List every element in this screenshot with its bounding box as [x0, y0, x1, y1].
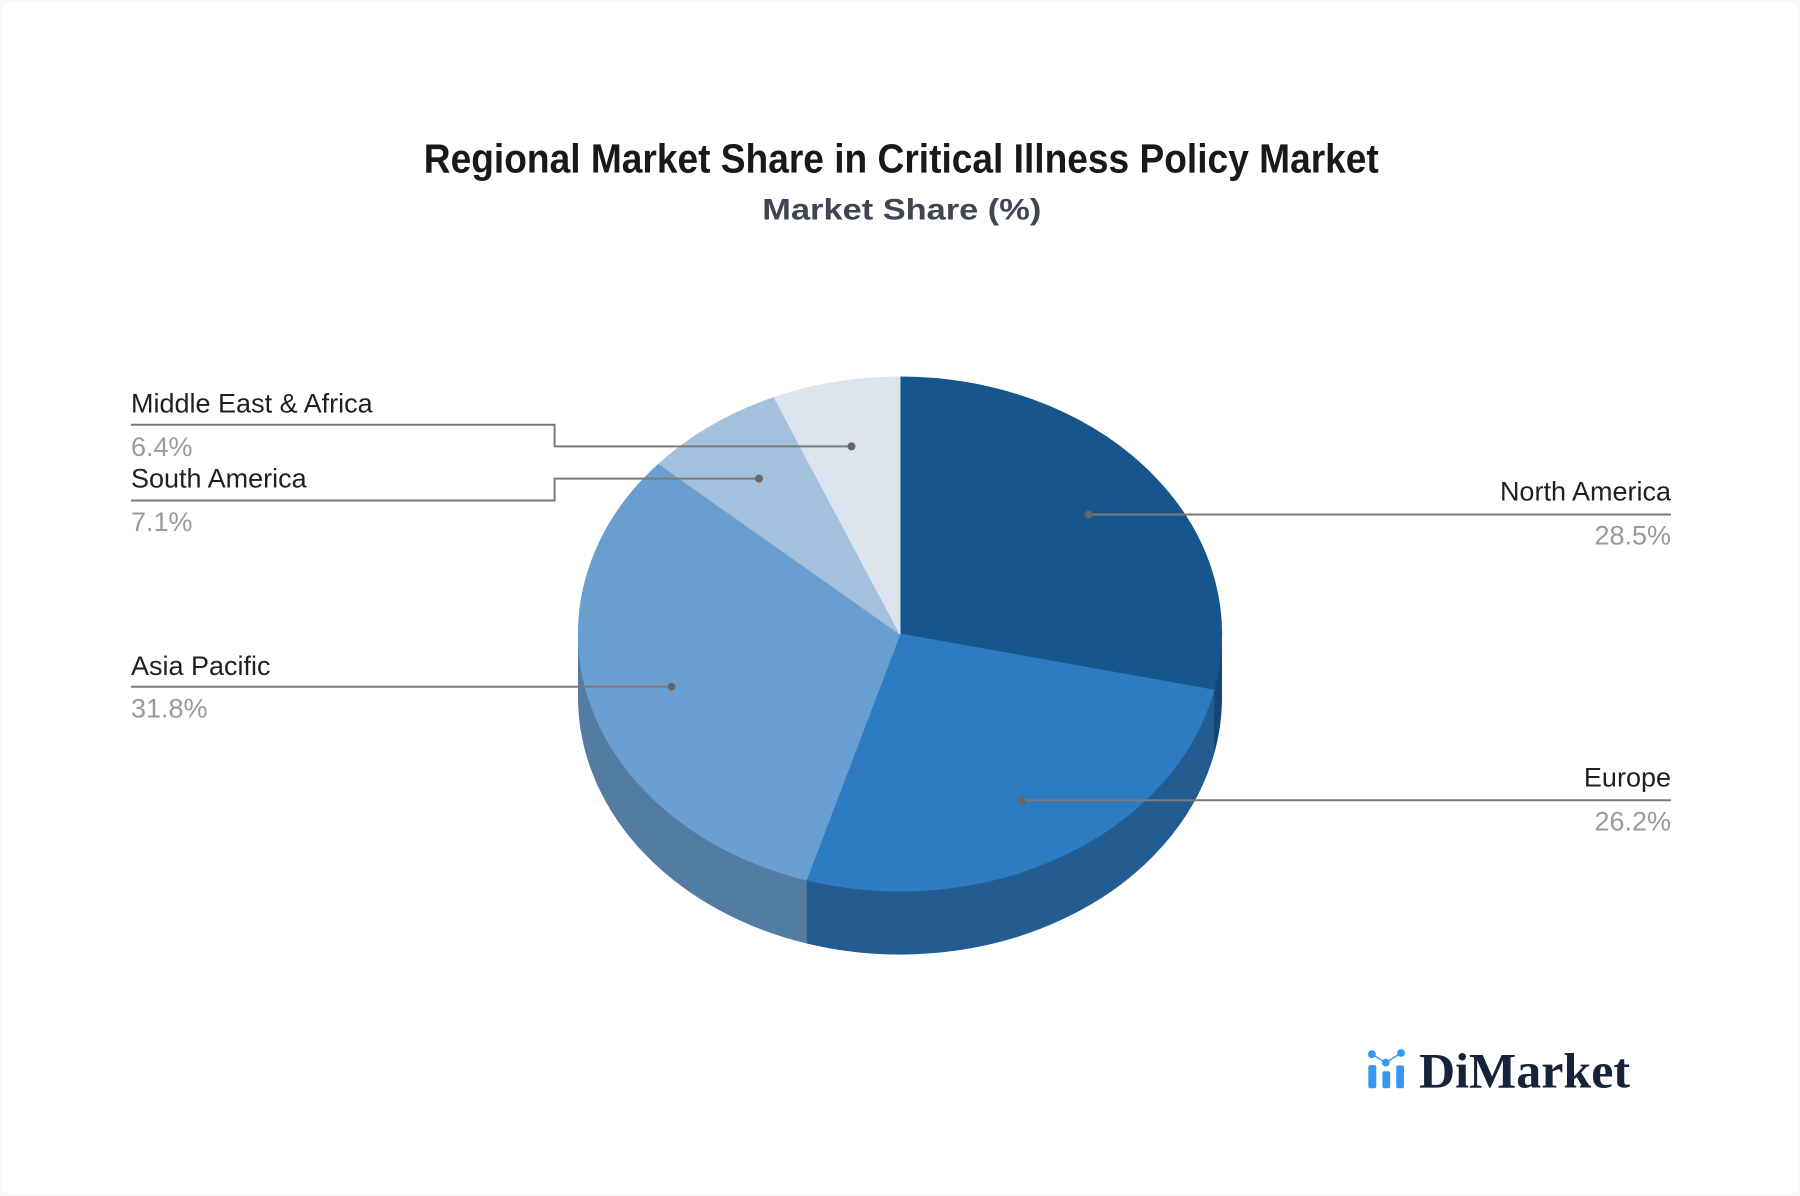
svg-text:26.2%: 26.2%	[1594, 807, 1671, 837]
svg-text:31.8%: 31.8%	[131, 694, 208, 724]
svg-text:Regional Market Share in Criti: Regional Market Share in Critical Illnes…	[424, 136, 1379, 182]
svg-text:DiMarket: DiMarket	[1419, 1043, 1630, 1099]
svg-text:6.4%: 6.4%	[131, 432, 193, 462]
svg-text:Asia Pacific: Asia Pacific	[131, 651, 271, 681]
svg-text:South America: South America	[131, 463, 308, 493]
svg-text:Market Share (%): Market Share (%)	[762, 194, 1041, 227]
svg-text:North America: North America	[1500, 476, 1672, 506]
svg-text:Middle East & Africa: Middle East & Africa	[131, 389, 374, 419]
svg-text:28.5%: 28.5%	[1594, 521, 1671, 551]
svg-text:Europe: Europe	[1584, 763, 1671, 793]
svg-text:7.1%: 7.1%	[131, 507, 193, 537]
